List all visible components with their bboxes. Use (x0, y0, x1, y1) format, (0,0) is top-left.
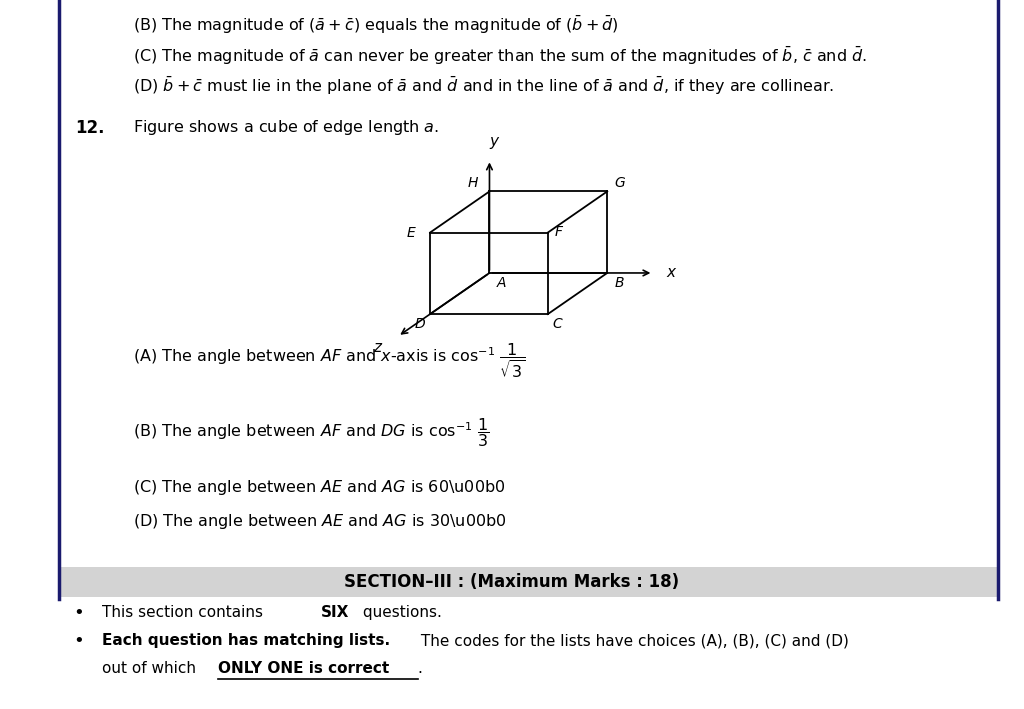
Text: ONLY ONE is correct: ONLY ONE is correct (218, 661, 389, 676)
Text: SECTION–III : (Maximum Marks : 18): SECTION–III : (Maximum Marks : 18) (344, 573, 680, 591)
Text: Each question has matching lists.: Each question has matching lists. (102, 633, 390, 649)
Bar (59, 567, 998, 597)
Text: .: . (418, 661, 423, 676)
Text: SIX: SIX (321, 605, 349, 620)
Text: (C) The magnitude of $\bar{a}$ can never be greater than the sum of the magnitud: (C) The magnitude of $\bar{a}$ can never… (133, 45, 867, 67)
Text: This section contains: This section contains (102, 605, 268, 620)
Text: Figure shows a cube of edge length $a$.: Figure shows a cube of edge length $a$. (133, 118, 439, 137)
Text: $D$: $D$ (414, 317, 426, 331)
Text: $A$: $A$ (496, 276, 508, 290)
Text: $E$: $E$ (407, 225, 417, 240)
Text: •: • (74, 603, 84, 622)
Text: $z$: $z$ (373, 340, 383, 355)
Text: $x$: $x$ (666, 265, 677, 281)
Text: questions.: questions. (358, 605, 442, 620)
Text: (B) The magnitude of $(\bar{a}+\bar{c})$ equals the magnitude of $(\bar{b}+\bar{: (B) The magnitude of $(\bar{a}+\bar{c})$… (133, 13, 618, 36)
Text: $y$: $y$ (488, 135, 501, 151)
Text: $C$: $C$ (552, 317, 563, 331)
Text: The codes for the lists have choices (A), (B), (C) and (D): The codes for the lists have choices (A)… (416, 633, 849, 649)
Text: $G$: $G$ (613, 176, 626, 189)
Text: (A) The angle between $AF$ and $x$-axis is cos$^{-1}$ $\dfrac{1}{\sqrt{3}}$: (A) The angle between $AF$ and $x$-axis … (133, 342, 525, 381)
Text: $H$: $H$ (467, 176, 479, 189)
Text: $B$: $B$ (613, 276, 625, 290)
Text: (C) The angle between $AE$ and $AG$ is 60\u00b0: (C) The angle between $AE$ and $AG$ is 6… (133, 479, 506, 497)
Text: $F$: $F$ (554, 225, 564, 239)
Text: •: • (74, 632, 84, 650)
Text: 12.: 12. (75, 118, 104, 137)
Text: out of which: out of which (102, 661, 202, 676)
Text: (B) The angle between $AF$ and $DG$ is cos$^{-1}$ $\dfrac{1}{3}$: (B) The angle between $AF$ and $DG$ is c… (133, 416, 489, 449)
Text: (D) $\bar{b}+\bar{c}$ must lie in the plane of $\bar{a}$ and $\bar{d}$ and in th: (D) $\bar{b}+\bar{c}$ must lie in the pl… (133, 74, 835, 97)
Text: (D) The angle between $AE$ and $AG$ is 30\u00b0: (D) The angle between $AE$ and $AG$ is 3… (133, 512, 507, 530)
